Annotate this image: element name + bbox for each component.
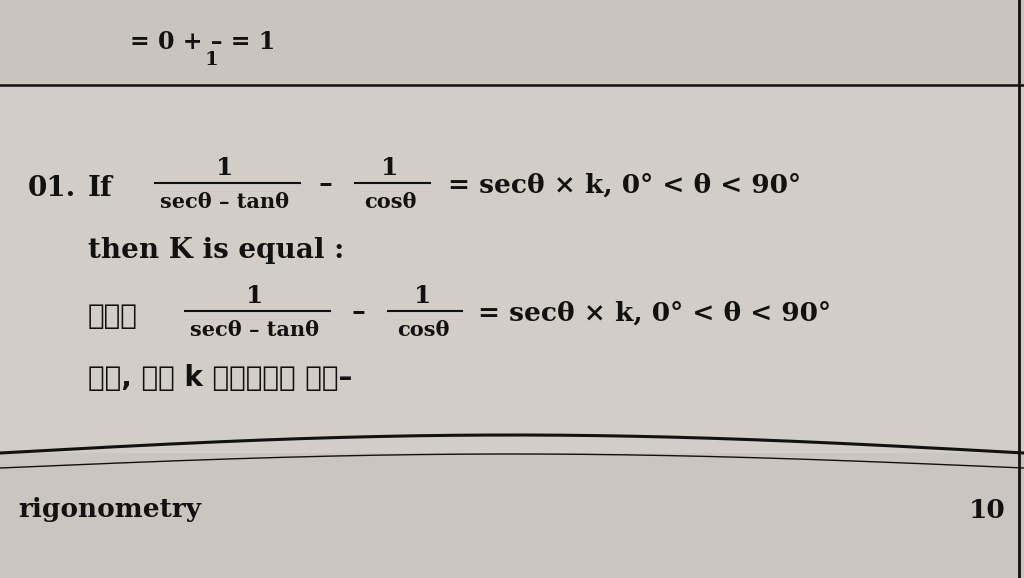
Text: 1: 1	[415, 284, 432, 308]
Text: 01.: 01.	[28, 175, 76, 202]
Text: 1: 1	[216, 156, 233, 180]
Text: 1: 1	[381, 156, 398, 180]
Text: = secθ × k, 0° < θ < 90°: = secθ × k, 0° < θ < 90°	[449, 172, 801, 198]
Text: cosθ: cosθ	[396, 320, 450, 340]
Text: –: –	[318, 172, 332, 198]
Bar	[0, 453, 1024, 578]
Text: अगर: अगर	[88, 302, 138, 330]
Text: secθ – tanθ: secθ – tanθ	[161, 192, 290, 212]
Text: rigonometry: rigonometry	[18, 498, 201, 523]
Bar	[0, 0, 1024, 85]
Text: secθ – tanθ: secθ – tanθ	[190, 320, 319, 340]
Text: cosθ: cosθ	[364, 192, 416, 212]
Text: 1: 1	[205, 51, 219, 69]
Text: = 0 + – = 1: = 0 + – = 1	[130, 30, 275, 54]
Text: 10: 10	[970, 498, 1006, 523]
Text: then K is equal :: then K is equal :	[88, 236, 344, 264]
Text: 1: 1	[247, 284, 264, 308]
Text: If: If	[88, 175, 113, 202]
Text: है, तो k बराबर है–: है, तो k बराबर है–	[88, 364, 352, 392]
Text: = secθ × k, 0° < θ < 90°: = secθ × k, 0° < θ < 90°	[478, 301, 831, 325]
Text: –: –	[351, 299, 365, 327]
